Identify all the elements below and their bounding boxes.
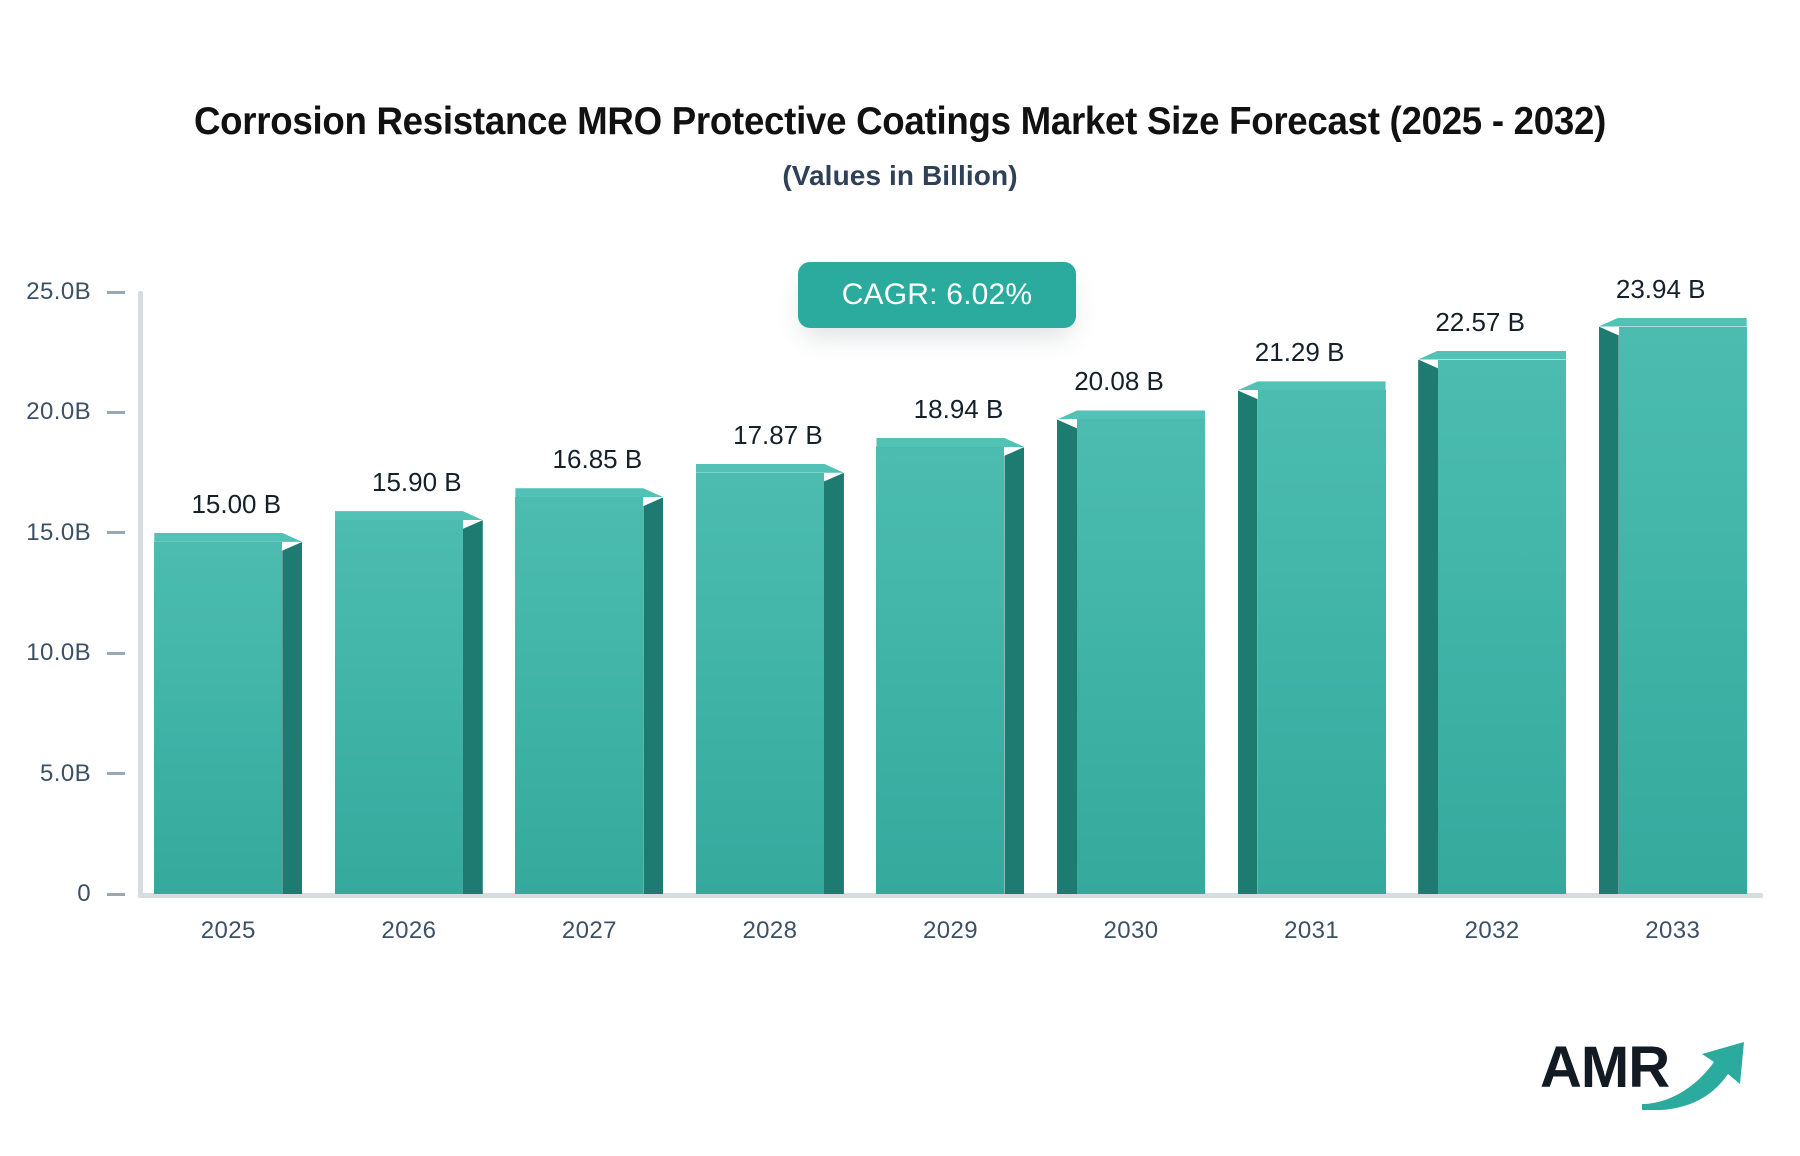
y-axis-tick-mark [107,651,125,655]
bar-front-face [1618,326,1747,894]
x-axis-tick-label: 2031 [1284,917,1340,944]
bar-column[interactable] [1041,292,1222,894]
bar-column[interactable] [1221,292,1402,894]
bar-side-face [1237,390,1258,894]
y-axis-tick-label: 20.0B [26,398,91,426]
bar-side-face [282,541,303,894]
bar-3d[interactable] [1402,350,1583,894]
y-axis-tick-mark [107,410,125,414]
chart-title: Corrosion Resistance MRO Protective Coat… [193,100,1607,143]
y-axis-tick-label: 25.0B [26,278,91,305]
x-axis-tick-label: 2032 [1464,917,1520,944]
x-axis-tick-label: 2033 [1645,917,1701,944]
y-axis-tick-mark [107,531,125,535]
plot-area: 25.0B 20.0B 15.0B 10.0B 5.0B 0 15.00 B 15.90 B… [26,274,1763,944]
x-axis-tick-label: 2030 [1103,917,1159,944]
bar-side-face [643,497,664,894]
x-axis-tick-label: 2027 [561,917,617,944]
bar-value-label: 15.00 B [191,488,282,519]
bar-front-face [1077,419,1206,894]
bar-side-face [1004,446,1025,894]
bar-value-label: 21.29 B [1254,337,1345,368]
bar-3d[interactable] [499,488,680,894]
bar-side-face [1418,359,1439,894]
y-axis-tick: 15.0B [26,519,138,547]
bar-top-face [1598,317,1747,327]
y-axis-tick: 0 [77,880,138,908]
bar-top-face [876,437,1025,447]
bar-3d[interactable] [319,511,500,894]
bar-value-label: 18.94 B [913,393,1004,424]
x-axis-tick-label: 2025 [200,917,256,944]
y-axis-tick-label: 15.0B [26,518,91,546]
y-axis-tick-label: 5.0B [40,759,91,787]
bar-3d[interactable] [1582,317,1763,894]
bar-3d[interactable] [860,437,1041,894]
bar-3d[interactable] [138,532,319,894]
x-axis-tick-label: 2028 [742,917,798,944]
y-axis-tick: 20.0B [26,398,138,426]
amr-logo: AMR [1540,1032,1750,1112]
bar-side-face [823,472,844,894]
bar-column[interactable] [499,292,680,894]
bar-side-face [1598,326,1619,894]
bar-top-face [1237,381,1386,391]
bar-column[interactable] [319,292,500,894]
bar-top-face [695,463,844,473]
title-block: Corrosion Resistance MRO Protective Coat… [0,100,1800,192]
bar-column[interactable] [138,292,319,894]
bar-column[interactable] [1402,292,1583,894]
bar-value-label: 20.08 B [1074,366,1164,397]
bar-front-face [515,497,644,894]
x-axis-tick-label: 2026 [381,917,437,944]
cagr-badge: CAGR: 6.02% [798,262,1076,328]
y-axis-tick-label: 10.0B [26,639,91,667]
bar-front-face [695,472,824,894]
bar-column[interactable] [860,292,1041,894]
bar-top-face [1418,350,1567,360]
bar-3d[interactable] [1041,410,1222,894]
bar-front-face [334,520,463,894]
cagr-badge-label: CAGR: 6.02% [841,278,1033,311]
amr-logo-text: AMR [1540,1035,1670,1100]
x-axis-tick-label: 2029 [923,917,978,944]
y-axis-tick: 25.0B [26,278,138,306]
bar-front-face [1257,390,1386,894]
bar-value-label: 17.87 B [733,419,823,450]
bar-value-label: 16.85 B [552,444,643,475]
bar-series: 15.00 B 15.90 B 16.85 B 17.87 B 18.94 B 20.08… [138,274,1763,894]
bar-top-face [154,532,303,542]
chart-subtitle: (Values in Billion) [782,159,1018,191]
bar-value-label: 15.90 B [372,467,462,498]
y-axis-line [138,291,143,895]
bar-front-face [1438,359,1567,894]
bar-top-face [515,488,664,498]
bar-3d[interactable] [1221,381,1402,894]
bar-front-face [876,446,1005,894]
bar-column[interactable] [1582,292,1763,894]
y-axis-tick-mark [107,892,125,896]
y-axis-tick: 5.0B [40,760,138,788]
y-axis-tick-mark [107,772,125,776]
bar-value-label: 23.94 B [1615,273,1706,304]
x-axis-line [138,893,1763,898]
growth-arrow-icon [1642,1042,1744,1110]
bar-top-face [1057,410,1206,420]
bar-side-face [1057,419,1078,894]
bar-front-face [154,541,283,894]
bar-side-face [462,520,483,894]
bar-value-label: 22.57 B [1435,306,1525,337]
y-axis-tick-mark [107,290,125,294]
y-axis-tick-label: 0 [77,880,91,907]
bar-top-face [334,511,483,521]
bar-column[interactable] [680,292,861,894]
y-axis-tick: 10.0B [26,639,138,667]
bar-3d[interactable] [680,463,861,894]
